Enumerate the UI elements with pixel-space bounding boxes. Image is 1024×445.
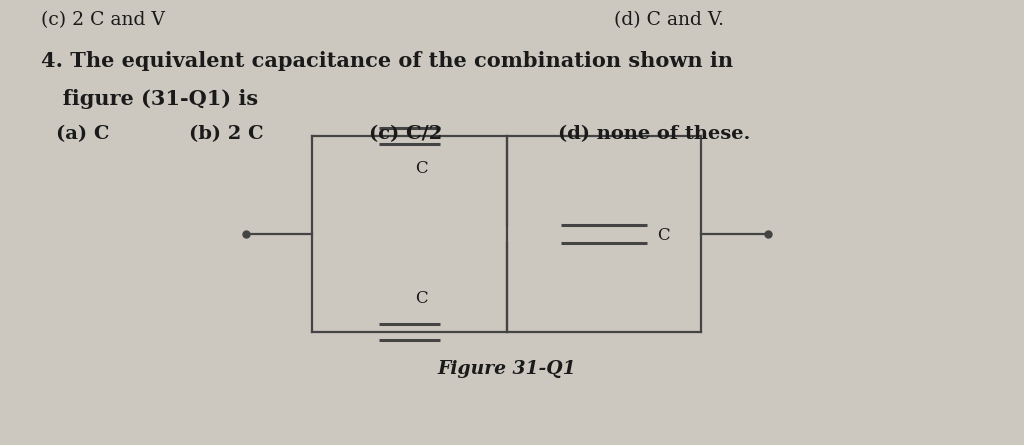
Text: (d) none of these.: (d) none of these.: [558, 125, 751, 142]
Text: C: C: [415, 160, 427, 177]
Text: C: C: [657, 227, 670, 244]
Text: (c) C/2: (c) C/2: [369, 125, 442, 142]
Text: (b) 2 C: (b) 2 C: [189, 125, 264, 142]
Text: (a) C: (a) C: [56, 125, 110, 142]
Text: (d) C and V.: (d) C and V.: [614, 11, 724, 29]
Text: Figure 31-Q1: Figure 31-Q1: [437, 360, 577, 378]
Text: C: C: [415, 290, 427, 307]
Text: figure (31-Q1) is: figure (31-Q1) is: [41, 89, 258, 109]
Text: 4. The equivalent capacitance of the combination shown in: 4. The equivalent capacitance of the com…: [41, 51, 733, 71]
Text: (c) 2 C and V: (c) 2 C and V: [41, 11, 165, 29]
